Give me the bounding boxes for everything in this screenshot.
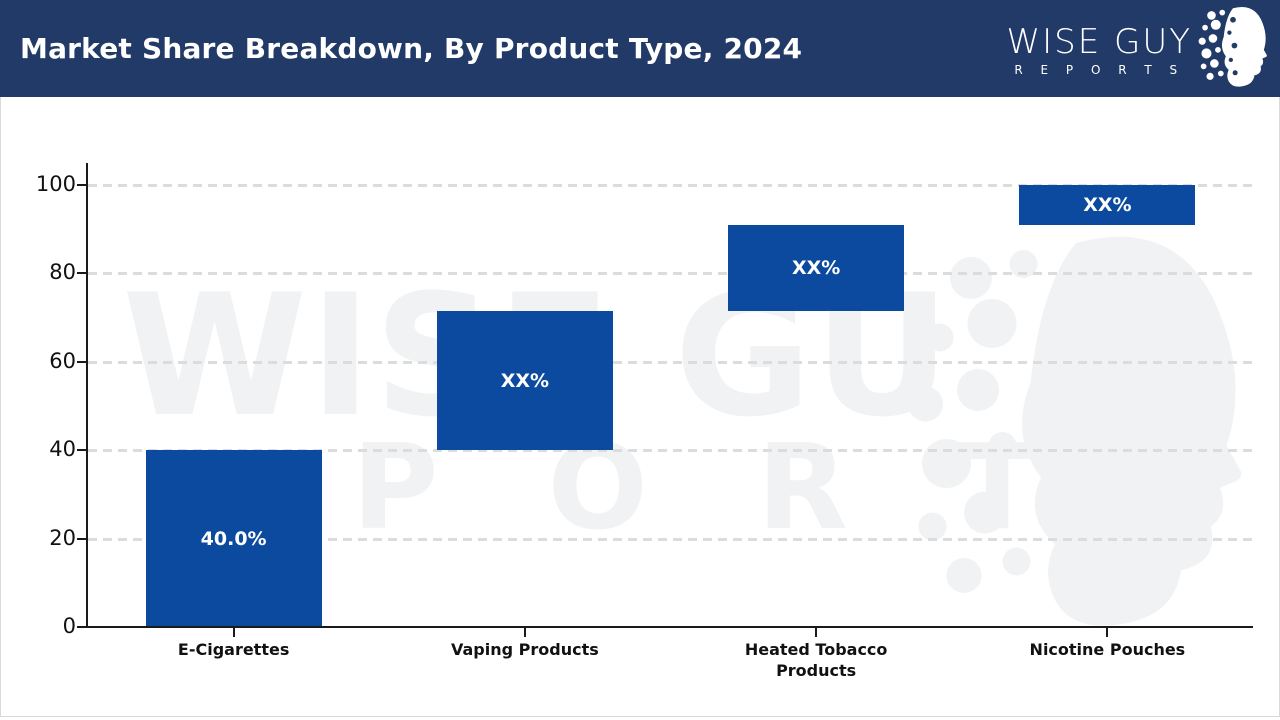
y-tick-80 xyxy=(77,272,86,275)
x-category-label: Nicotine Pouches xyxy=(1029,640,1186,659)
x-tick-1 xyxy=(523,628,526,637)
logo-text: WISE GUY R E P O R T S xyxy=(1006,22,1192,77)
gridline-60 xyxy=(88,360,1253,364)
x-tick-0 xyxy=(232,628,235,637)
y-tick-label-80: 80 xyxy=(49,260,76,285)
x-tick-3 xyxy=(1106,628,1109,637)
bar-value-label: XX% xyxy=(1083,193,1132,216)
bar-value-label: 40.0% xyxy=(200,527,267,550)
x-category-label: Vaping Products xyxy=(450,640,599,659)
y-axis-line xyxy=(86,163,88,628)
y-tick-label-60: 60 xyxy=(49,348,76,373)
logo-wordmark: WISE GUY xyxy=(1006,22,1192,63)
gridline-100 xyxy=(88,184,1253,188)
bar-value-label: XX% xyxy=(500,369,550,392)
y-tick-label-100: 100 xyxy=(35,172,76,197)
bar-value-label: XX% xyxy=(791,256,841,279)
bar-nicotine-pouches: XX% xyxy=(1019,185,1196,225)
page-title: Market Share Breakdown, By Product Type,… xyxy=(20,32,803,65)
y-tick-60 xyxy=(77,360,86,363)
head-profile-icon xyxy=(1194,4,1272,94)
bar-heated-tobacco-products: XX% xyxy=(728,224,905,312)
x-tick-2 xyxy=(815,628,818,637)
y-tick-100 xyxy=(77,184,86,187)
bar-vaping-products: XX% xyxy=(436,311,613,451)
y-tick-0 xyxy=(77,626,86,628)
watermark-head-icon xyxy=(886,222,1266,646)
wise-guy-logo: WISE GUY R E P O R T S xyxy=(1006,4,1272,94)
logo-subtitle: R E P O R T S xyxy=(1014,62,1185,77)
y-tick-label-20: 20 xyxy=(49,525,76,550)
gridline-80 xyxy=(88,272,1253,276)
x-category-label: E-Cigarettes xyxy=(177,640,290,659)
y-tick-40 xyxy=(77,449,86,452)
gridline-20 xyxy=(88,537,1253,541)
y-tick-20 xyxy=(77,537,86,540)
gridline-40 xyxy=(88,449,1253,453)
x-category-label: Heated Tobacco Products xyxy=(744,640,888,680)
header-bar: Market Share Breakdown, By Product Type,… xyxy=(0,0,1280,97)
y-tick-label-40: 40 xyxy=(49,437,76,462)
bar-e-cigarettes: 40.0% xyxy=(145,450,322,627)
x-axis-line xyxy=(86,626,1253,628)
y-tick-label-0: 0 xyxy=(62,614,76,638)
